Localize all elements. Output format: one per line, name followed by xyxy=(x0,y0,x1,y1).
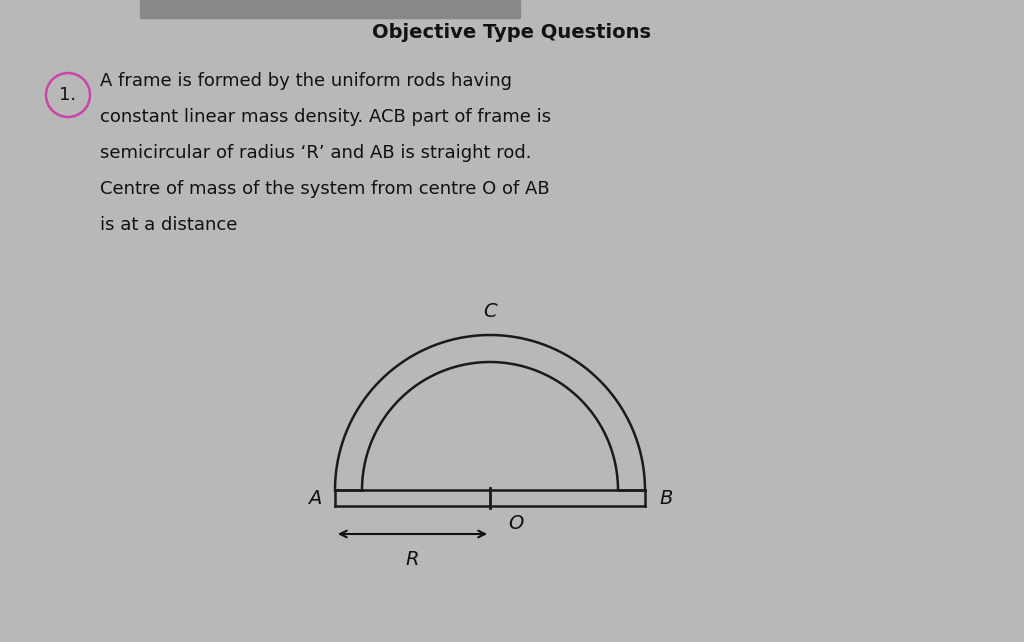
Text: C: C xyxy=(483,302,497,321)
Text: A frame is formed by the uniform rods having: A frame is formed by the uniform rods ha… xyxy=(100,72,512,90)
Text: Centre of mass of the system from centre O of AB: Centre of mass of the system from centre… xyxy=(100,180,550,198)
Text: R: R xyxy=(406,550,419,569)
Text: is at a distance: is at a distance xyxy=(100,216,238,234)
Text: constant linear mass density. ACB part of frame is: constant linear mass density. ACB part o… xyxy=(100,108,551,126)
Bar xyxy=(140,0,520,18)
Text: 1.: 1. xyxy=(59,86,77,104)
Text: B: B xyxy=(659,489,673,507)
Text: A: A xyxy=(307,489,321,507)
Text: Objective Type Questions: Objective Type Questions xyxy=(373,22,651,42)
Text: semicircular of radius ‘R’ and AB is straight rod.: semicircular of radius ‘R’ and AB is str… xyxy=(100,144,531,162)
Text: O: O xyxy=(508,514,523,533)
